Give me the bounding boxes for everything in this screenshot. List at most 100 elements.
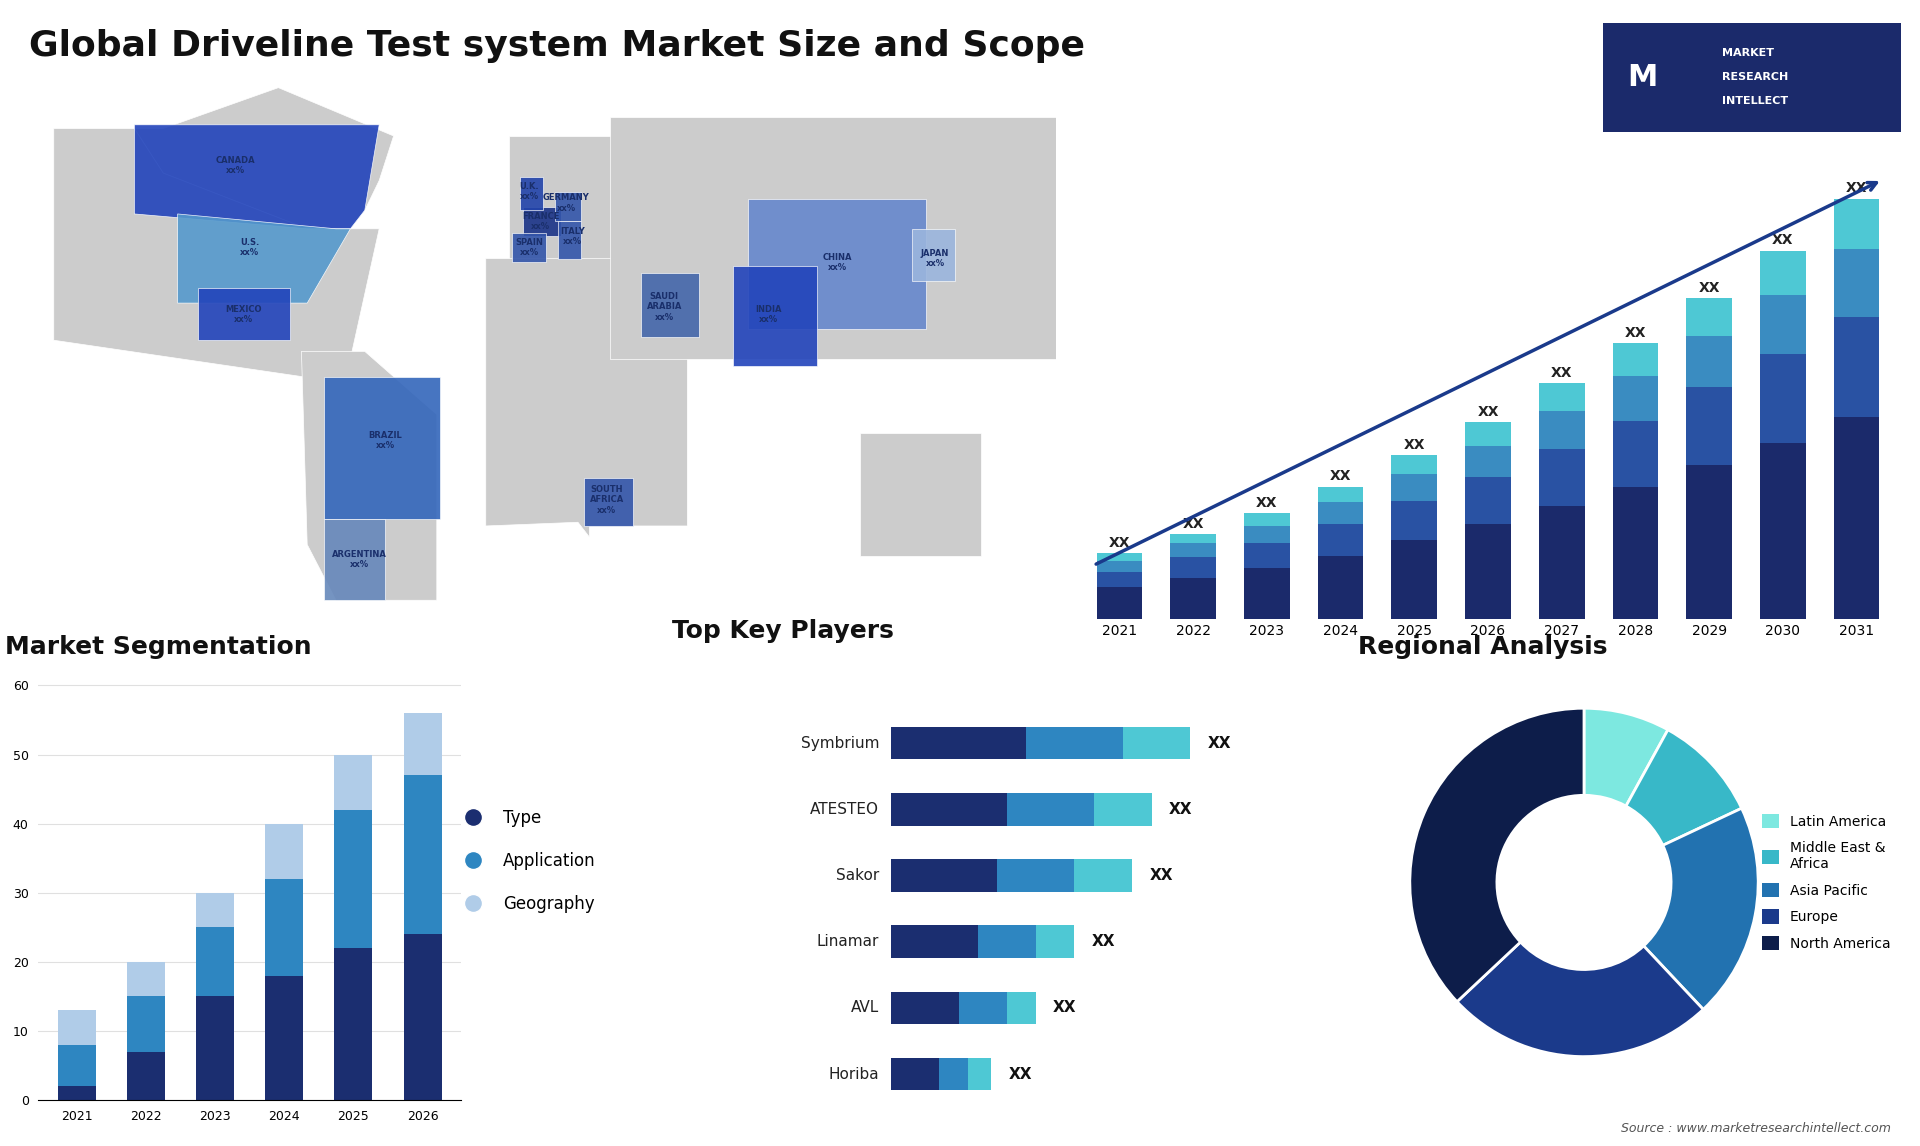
Bar — [1096, 560, 1142, 572]
Bar — [403, 934, 442, 1100]
Bar — [1686, 464, 1732, 619]
Bar — [891, 793, 1006, 825]
Bar — [334, 754, 372, 810]
Text: FRANCE
xx%: FRANCE xx% — [522, 212, 559, 231]
Bar — [403, 713, 442, 776]
Text: AVL: AVL — [851, 1000, 879, 1015]
Polygon shape — [611, 117, 1056, 359]
Text: SPAIN
xx%: SPAIN xx% — [515, 237, 543, 257]
Bar — [265, 824, 303, 879]
FancyBboxPatch shape — [1597, 21, 1907, 134]
Bar — [58, 1045, 96, 1086]
Bar — [1171, 534, 1215, 543]
Text: CANADA
xx%: CANADA xx% — [215, 156, 255, 175]
Text: XX: XX — [1169, 802, 1192, 817]
Bar — [58, 1011, 96, 1045]
Text: XX: XX — [1772, 234, 1793, 248]
Bar — [1317, 487, 1363, 502]
Bar — [1244, 543, 1290, 568]
Text: RESEARCH: RESEARCH — [1722, 72, 1789, 83]
Wedge shape — [1409, 708, 1584, 1002]
Bar — [127, 1052, 165, 1100]
Polygon shape — [486, 259, 687, 537]
Bar — [1244, 513, 1290, 526]
Wedge shape — [1584, 708, 1668, 806]
Bar — [1613, 377, 1659, 421]
Text: XX: XX — [1624, 327, 1645, 340]
Text: MARKET: MARKET — [1722, 48, 1774, 58]
Polygon shape — [584, 478, 634, 526]
Bar — [939, 1058, 968, 1090]
Polygon shape — [522, 206, 561, 236]
Text: XX: XX — [1052, 1000, 1077, 1015]
Text: ARGENTINA
xx%: ARGENTINA xx% — [332, 550, 386, 570]
Bar — [1538, 383, 1584, 411]
Bar — [1317, 502, 1363, 525]
Bar — [265, 975, 303, 1100]
Bar — [977, 925, 1035, 958]
Polygon shape — [324, 377, 440, 518]
Text: ITALY
xx%: ITALY xx% — [561, 227, 584, 246]
Bar — [1244, 526, 1290, 543]
Circle shape — [1498, 795, 1670, 970]
Bar — [1761, 442, 1805, 619]
Bar — [891, 727, 1025, 760]
Text: XX: XX — [1699, 281, 1720, 295]
Bar — [1006, 991, 1035, 1025]
Text: M: M — [1626, 63, 1657, 92]
Text: SAUDI
ARABIA
xx%: SAUDI ARABIA xx% — [647, 292, 682, 322]
Polygon shape — [641, 274, 699, 337]
Bar — [1761, 251, 1805, 295]
Bar — [891, 1058, 939, 1090]
Bar — [1244, 568, 1290, 619]
Text: XX: XX — [1150, 868, 1173, 882]
Text: Global Driveline Test system Market Size and Scope: Global Driveline Test system Market Size… — [29, 29, 1085, 63]
Bar — [1171, 578, 1215, 619]
Polygon shape — [324, 518, 384, 601]
Text: Regional Analysis: Regional Analysis — [1357, 635, 1607, 659]
Legend: Type, Application, Geography: Type, Application, Geography — [449, 802, 603, 919]
Bar — [196, 893, 234, 927]
Text: U.S.
xx%: U.S. xx% — [240, 237, 259, 257]
Bar — [1317, 525, 1363, 556]
Bar — [1686, 298, 1732, 336]
Legend: Latin America, Middle East &
Africa, Asia Pacific, Europe, North America: Latin America, Middle East & Africa, Asi… — [1757, 809, 1895, 956]
Wedge shape — [1644, 808, 1759, 1010]
Text: Sakor: Sakor — [835, 868, 879, 882]
Bar — [1834, 249, 1880, 316]
Bar — [1392, 474, 1438, 501]
Bar — [1094, 793, 1152, 825]
Bar — [1096, 552, 1142, 560]
Bar — [196, 927, 234, 997]
Bar — [1123, 727, 1190, 760]
Text: XX: XX — [1008, 1067, 1033, 1082]
Bar — [1096, 572, 1142, 588]
Bar — [1686, 336, 1732, 387]
Wedge shape — [1457, 942, 1703, 1057]
Bar — [891, 991, 958, 1025]
Bar — [127, 961, 165, 997]
Bar — [1761, 295, 1805, 354]
Bar — [1392, 501, 1438, 540]
Text: Source : www.marketresearchintellect.com: Source : www.marketresearchintellect.com — [1620, 1122, 1891, 1135]
Polygon shape — [557, 221, 582, 259]
Bar — [891, 860, 996, 892]
Bar — [958, 991, 1006, 1025]
Bar — [1465, 477, 1511, 525]
Polygon shape — [179, 214, 351, 303]
Text: Market Segmentation: Market Segmentation — [4, 635, 311, 659]
Text: Top Key Players: Top Key Players — [672, 619, 895, 643]
Text: BRAZIL
xx%: BRAZIL xx% — [369, 431, 401, 450]
Bar — [1538, 411, 1584, 449]
Bar — [968, 1058, 991, 1090]
Polygon shape — [860, 433, 981, 556]
Bar — [403, 776, 442, 934]
Text: SOUTH
AFRICA
xx%: SOUTH AFRICA xx% — [589, 485, 624, 515]
Text: INDIA
xx%: INDIA xx% — [755, 305, 781, 324]
Text: Symbrium: Symbrium — [801, 736, 879, 751]
Bar — [334, 810, 372, 948]
Text: ATESTEO: ATESTEO — [810, 802, 879, 817]
Bar — [1171, 543, 1215, 557]
Polygon shape — [134, 125, 380, 229]
Polygon shape — [198, 289, 290, 340]
